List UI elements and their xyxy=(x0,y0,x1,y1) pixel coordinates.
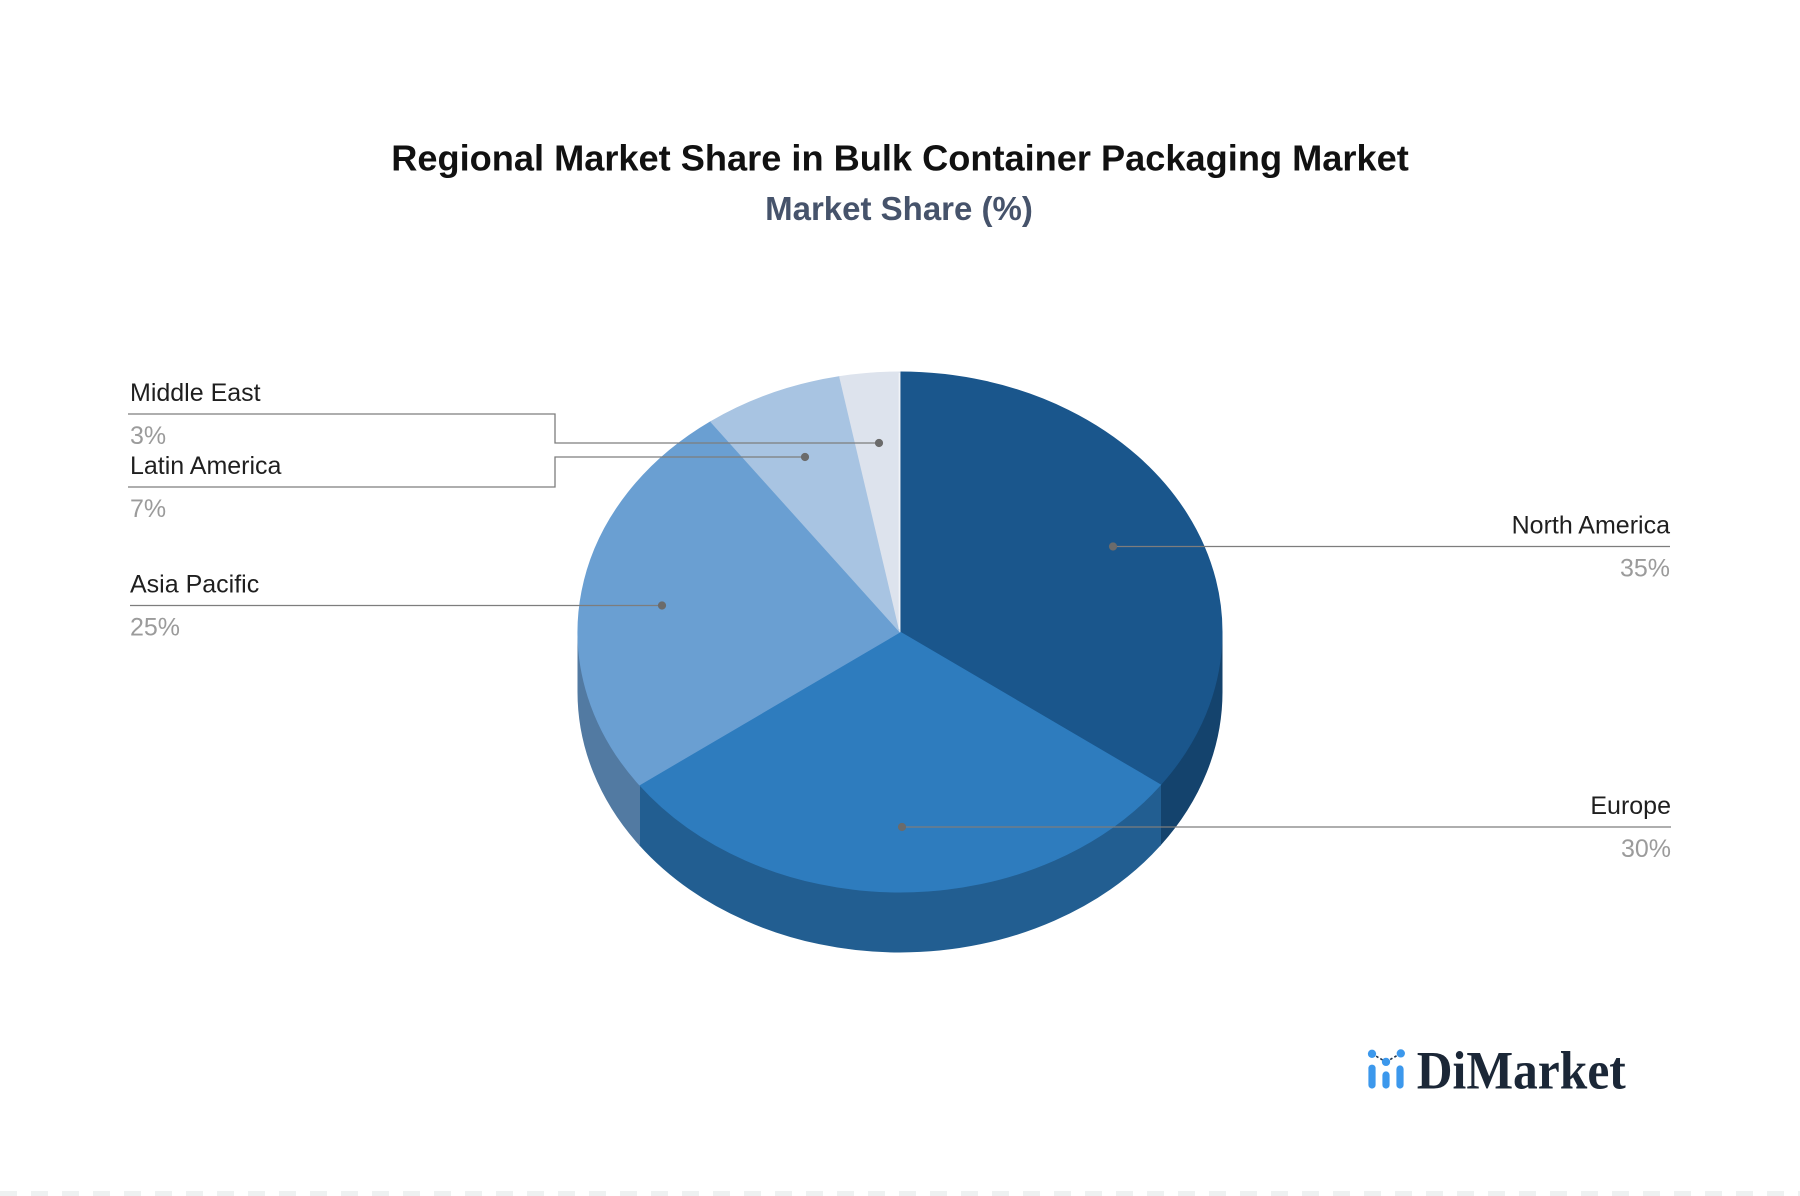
svg-text:Market Share (%): Market Share (%) xyxy=(765,190,1033,227)
svg-text:Middle East: Middle East xyxy=(130,379,261,407)
svg-text:7%: 7% xyxy=(130,495,166,523)
svg-text:35%: 35% xyxy=(1620,555,1670,583)
svg-text:Europe: Europe xyxy=(1590,792,1671,820)
svg-text:30%: 30% xyxy=(1621,835,1671,863)
svg-text:Latin America: Latin America xyxy=(130,452,282,480)
svg-text:3%: 3% xyxy=(130,422,166,450)
svg-text:Asia Pacific: Asia Pacific xyxy=(130,571,259,599)
svg-text:Regional Market Share in Bulk: Regional Market Share in Bulk Container … xyxy=(391,138,1409,179)
svg-text:North America: North America xyxy=(1512,512,1670,540)
svg-text:DiMarket: DiMarket xyxy=(1417,1040,1626,1100)
svg-text:25%: 25% xyxy=(130,614,180,642)
